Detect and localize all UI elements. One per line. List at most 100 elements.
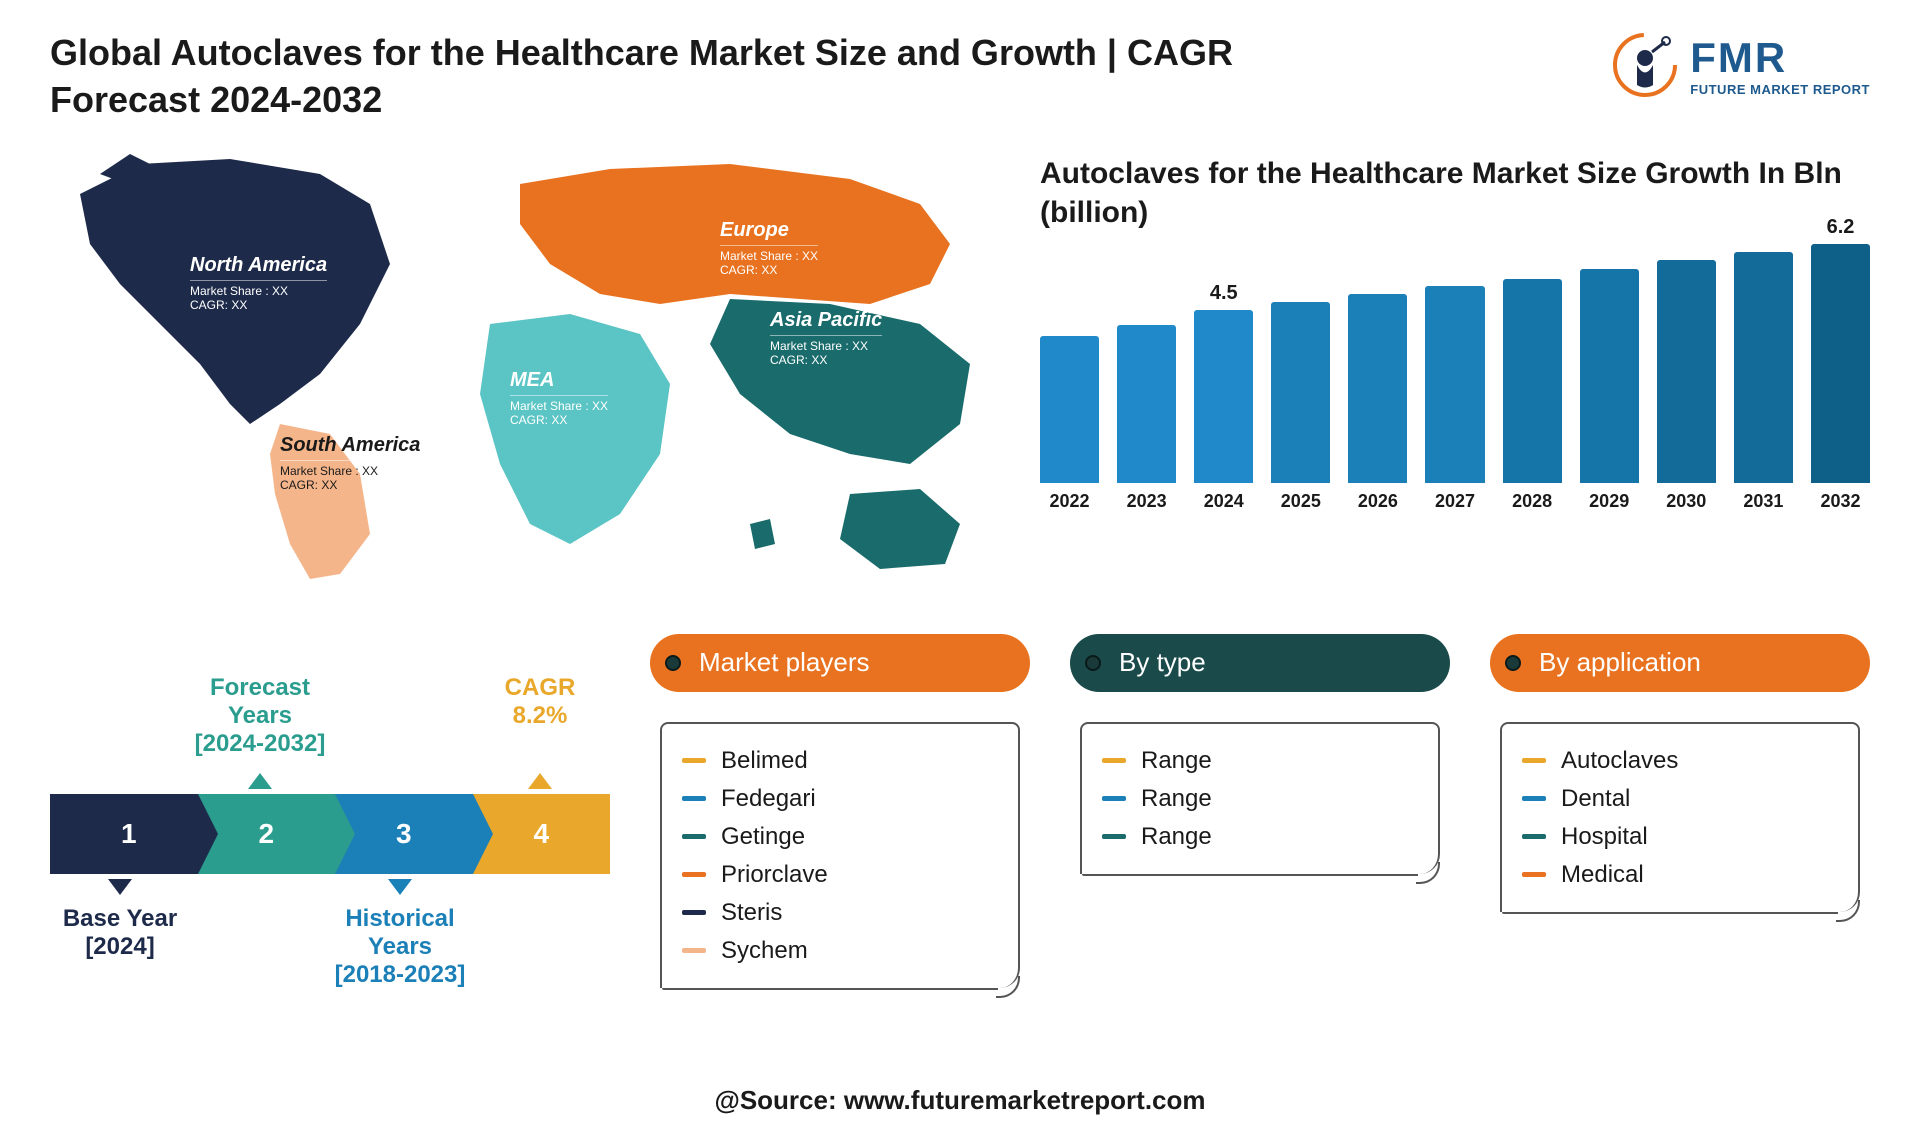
logo-fmr-text: FMR bbox=[1690, 34, 1870, 82]
source-text: @Source: www.futuremarketreport.com bbox=[714, 1085, 1205, 1116]
list-item-text: Range bbox=[1141, 747, 1212, 775]
list-item-text: Getinge bbox=[721, 823, 805, 851]
bar-value-label: 6.2 bbox=[1827, 216, 1855, 239]
bar-2027: 2027 bbox=[1425, 286, 1484, 511]
list-item: Medical bbox=[1522, 856, 1838, 894]
header: Global Autoclaves for the Healthcare Mar… bbox=[50, 30, 1870, 124]
bar-2024: 4.52024 bbox=[1194, 310, 1253, 512]
cagr-label: CAGR8.2% bbox=[470, 674, 610, 758]
timeline: Forecast Years[2024-2032] CAGR8.2% 1234 … bbox=[50, 634, 610, 1014]
arrow-down-icon bbox=[388, 879, 412, 895]
world-map: North AmericaMarket Share : XXCAGR: XXSo… bbox=[50, 144, 1010, 594]
list-item: Autoclaves bbox=[1522, 742, 1838, 780]
bar-rect bbox=[1734, 252, 1793, 483]
bar-chart: Autoclaves for the Healthcare Market Siz… bbox=[1040, 144, 1870, 594]
chart-bars: 202220234.520242025202620272028202920302… bbox=[1040, 262, 1870, 512]
dash-icon bbox=[682, 872, 706, 877]
pill-dot-icon bbox=[665, 655, 681, 671]
base-year-label: Base Year[2024] bbox=[50, 905, 190, 989]
chart-title: Autoclaves for the Healthcare Market Siz… bbox=[1040, 154, 1870, 232]
dash-icon bbox=[1102, 834, 1126, 839]
bar-2025: 2025 bbox=[1271, 302, 1330, 512]
list-item: Steris bbox=[682, 894, 998, 932]
dash-icon bbox=[682, 834, 706, 839]
arrow-up-icon bbox=[248, 773, 272, 789]
list-item: Dental bbox=[1522, 780, 1838, 818]
list-item: Range bbox=[1102, 818, 1418, 856]
bar-year-label: 2026 bbox=[1358, 491, 1398, 512]
by-type-pill: By type bbox=[1070, 634, 1450, 692]
bar-2029: 2029 bbox=[1580, 269, 1639, 511]
timeline-steps: 1234 bbox=[50, 794, 610, 874]
bar-rect bbox=[1425, 286, 1484, 482]
logo-sub-text: FUTURE MARKET REPORT bbox=[1690, 82, 1870, 97]
bar-year-label: 2029 bbox=[1589, 491, 1629, 512]
timeline-step-4: 4 bbox=[473, 794, 611, 874]
dash-icon bbox=[1522, 796, 1546, 801]
dash-icon bbox=[1102, 796, 1126, 801]
dash-icon bbox=[682, 758, 706, 763]
bar-2030: 2030 bbox=[1657, 260, 1716, 512]
list-item-text: Hospital bbox=[1561, 823, 1648, 851]
list-item-text: Belimed bbox=[721, 747, 808, 775]
bar-year-label: 2025 bbox=[1281, 491, 1321, 512]
by-type-section: By type Range Range Range bbox=[1070, 634, 1450, 1014]
arrow-down-icon bbox=[108, 879, 132, 895]
bar-2023: 2023 bbox=[1117, 325, 1176, 512]
pill-dot-icon bbox=[1085, 655, 1101, 671]
bar-rect bbox=[1117, 325, 1176, 483]
pill-label: By type bbox=[1119, 647, 1206, 678]
bar-rect bbox=[1194, 310, 1253, 483]
bar-2028: 2028 bbox=[1503, 279, 1562, 512]
bar-rect bbox=[1271, 302, 1330, 483]
bar-2022: 2022 bbox=[1040, 336, 1099, 511]
historical-label: Historical Years[2018-2023] bbox=[330, 905, 470, 989]
dash-icon bbox=[1522, 758, 1546, 763]
dash-icon bbox=[682, 910, 706, 915]
dash-icon bbox=[1522, 834, 1546, 839]
dash-icon bbox=[1522, 872, 1546, 877]
application-list: Autoclaves Dental Hospital Medical bbox=[1500, 722, 1860, 912]
list-item: Belimed bbox=[682, 742, 998, 780]
bar-year-label: 2030 bbox=[1666, 491, 1706, 512]
bar-year-label: 2031 bbox=[1743, 491, 1783, 512]
pill-label: Market players bbox=[699, 647, 870, 678]
market-players-pill: Market players bbox=[650, 634, 1030, 692]
type-list: Range Range Range bbox=[1080, 722, 1440, 874]
timeline-step-1: 1 bbox=[50, 794, 198, 874]
bar-year-label: 2022 bbox=[1050, 491, 1090, 512]
list-item: Hospital bbox=[1522, 818, 1838, 856]
logo-icon bbox=[1610, 30, 1680, 100]
bar-2032: 6.22032 bbox=[1811, 244, 1870, 511]
bar-year-label: 2032 bbox=[1820, 491, 1860, 512]
bar-rect bbox=[1580, 269, 1639, 482]
list-item-text: Fedegari bbox=[721, 785, 816, 813]
bar-rect bbox=[1657, 260, 1716, 483]
list-item-text: Range bbox=[1141, 785, 1212, 813]
region-label-eu: EuropeMarket Share : XXCAGR: XX bbox=[720, 219, 818, 277]
bar-year-label: 2024 bbox=[1204, 491, 1244, 512]
upper-row: North AmericaMarket Share : XXCAGR: XXSo… bbox=[50, 144, 1870, 594]
by-application-section: By application Autoclaves Dental Hospital M… bbox=[1490, 634, 1870, 1014]
list-item-text: Dental bbox=[1561, 785, 1630, 813]
bar-2031: 2031 bbox=[1734, 252, 1793, 512]
region-label-ap: Asia PacificMarket Share : XXCAGR: XX bbox=[770, 309, 882, 367]
list-item-text: Autoclaves bbox=[1561, 747, 1678, 775]
bar-2026: 2026 bbox=[1348, 294, 1407, 511]
dash-icon bbox=[1102, 758, 1126, 763]
list-item: Sychem bbox=[682, 932, 998, 970]
list-item: Fedegari bbox=[682, 780, 998, 818]
list-item-text: Sychem bbox=[721, 937, 808, 965]
list-item: Priorclave bbox=[682, 856, 998, 894]
forecast-label: Forecast Years[2024-2032] bbox=[190, 674, 330, 758]
by-application-pill: By application bbox=[1490, 634, 1870, 692]
pill-label: By application bbox=[1539, 647, 1701, 678]
logo: FMR FUTURE MARKET REPORT bbox=[1610, 30, 1870, 100]
bar-rect bbox=[1811, 244, 1870, 482]
region-label-mea: MEAMarket Share : XXCAGR: XX bbox=[510, 369, 608, 427]
list-item-text: Priorclave bbox=[721, 861, 828, 889]
bar-rect bbox=[1503, 279, 1562, 483]
bar-year-label: 2027 bbox=[1435, 491, 1475, 512]
arrow-up-icon bbox=[528, 773, 552, 789]
bar-value-label: 4.5 bbox=[1210, 282, 1238, 305]
